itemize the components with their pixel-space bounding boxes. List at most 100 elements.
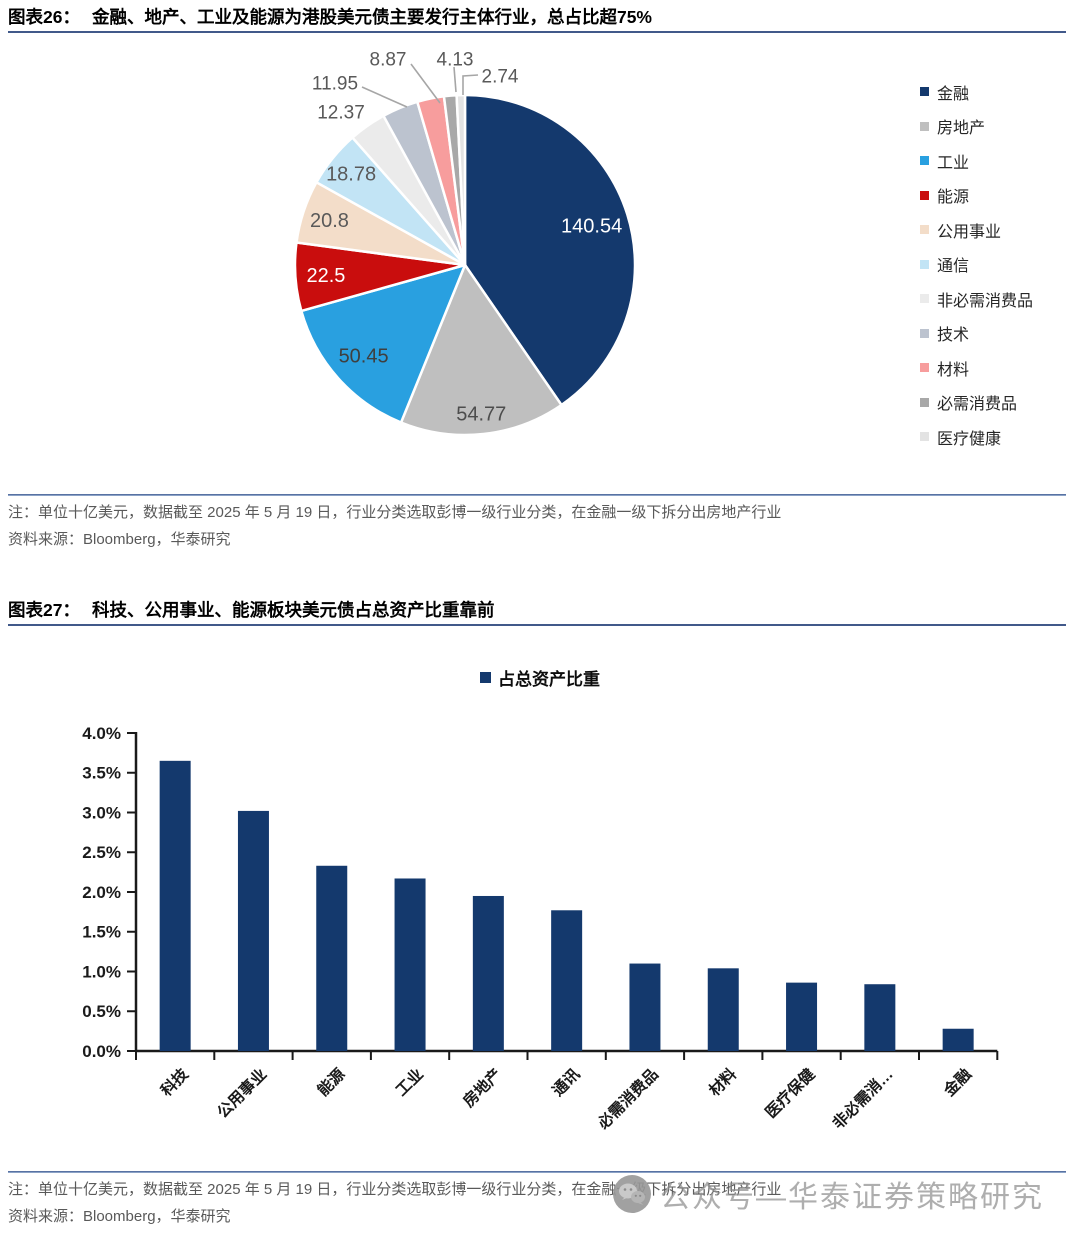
pie-leader-line (453, 66, 457, 93)
figure-26-note: 注：单位十亿美元，数据截至 2025 年 5 月 19 日，行业分类选取彭博一级… (8, 504, 782, 521)
pie-legend: 金融 房地产 工业 能源 公用事业 通信 非必需消费品 技术 材料 必需消费品 医疗健康 (920, 82, 1033, 462)
pie-legend-item-公用事业: 公用事业 (920, 220, 1033, 241)
bar-legend-label: 占总资产比重 (498, 670, 600, 689)
x-category-label: 医疗保健 (761, 1064, 819, 1122)
y-tick-label: 2.0% (82, 883, 121, 902)
legend-label: 通信 (937, 258, 970, 275)
figure-27-note-rule (8, 1171, 1066, 1173)
x-category-label: 工业 (392, 1065, 427, 1100)
pie-value-label: 22.5 (306, 265, 345, 287)
bar-chart: 0.0% 0.5% 1.0% 1.5% 2.0% 2.5% 3.0% 3.5% 4.0% 科技 公用… (82, 724, 999, 1133)
pie-value-label: 2.74 (482, 67, 519, 88)
legend-swatch-icon (920, 363, 929, 372)
y-tick-label: 3.5% (82, 764, 121, 783)
figure-27-title-text: 科技、公用事业、能源板块美元债占总资产比重靠前 (91, 600, 495, 620)
legend-label: 非必需消费品 (937, 292, 1034, 310)
bar-材料 (707, 968, 739, 1051)
x-category-label: 科技 (157, 1064, 193, 1100)
y-tick-label: 4.0% (82, 724, 121, 743)
legend-label: 材料 (937, 361, 970, 379)
x-category-label: 房地产 (459, 1064, 505, 1110)
pie-slice-房地产 (399, 263, 563, 437)
legend-swatch-icon (920, 87, 929, 96)
legend-swatch-icon (920, 397, 929, 407)
x-category-label: 必需消费品 (593, 1064, 662, 1133)
pie-leader-line (462, 74, 479, 95)
pie-value-label: 20.8 (310, 210, 349, 232)
pie-chart: 140.54 54.77 50.45 22.5 20.8 18.78 12.37 11.95 8… (293, 50, 637, 437)
y-tick-label: 0.5% (82, 1002, 121, 1021)
figure-27-note: 注：单位十亿美元，数据截至 2025 年 5 月 19 日，行业分类选取彭博一级… (8, 1181, 782, 1198)
bar-legend: 占总资产比重 (0, 665, 1080, 690)
y-tick-label: 1.5% (82, 923, 121, 942)
figure-27-tag: 图表27： (8, 600, 80, 620)
pie-value-label: 140.54 (561, 216, 622, 238)
x-category-label: 公用事业 (214, 1065, 271, 1122)
legend-swatch-icon (920, 190, 929, 200)
legend-label: 技术 (937, 327, 970, 344)
pie-legend-item-能源: 能源 (920, 186, 1033, 206)
figure-26-title-rule (8, 31, 1066, 33)
figure-26-title-text: 金融、地产、工业及能源为港股美元债主要发行主体行业，总占比超75% (91, 7, 652, 27)
figure-27-title: 图表27： 科技、公用事业、能源板块美元债占总资产比重靠前 (8, 597, 494, 622)
x-category-label: 材料 (705, 1064, 741, 1100)
bar-医疗保健 (786, 982, 818, 1051)
bar-公用事业 (237, 810, 269, 1051)
legend-label: 公用事业 (937, 223, 1002, 241)
pie-slice-金融 (463, 93, 637, 407)
bar-legend-swatch (480, 672, 491, 683)
x-category-label: 通讯 (549, 1065, 584, 1100)
legend-label: 工业 (937, 154, 970, 172)
pie-legend-item-金融: 金融 (920, 82, 1033, 103)
pie-leader-line (410, 63, 441, 104)
bar-通讯 (551, 910, 583, 1051)
pie-legend-item-房地产: 房地产 (920, 117, 1033, 137)
bar-房地产 (472, 895, 504, 1051)
bar-非必需消… (864, 984, 896, 1051)
legend-label: 金融 (937, 85, 970, 103)
pie-value-label: 50.45 (339, 346, 389, 368)
pie-slice-医疗健康 (455, 93, 467, 267)
x-category-label: 能源 (313, 1064, 349, 1100)
figure-26-tag: 图表26： (8, 7, 80, 27)
pie-legend-item-技术: 技术 (920, 324, 1033, 344)
y-tick-label: 3.0% (82, 803, 121, 822)
pie-value-label: 18.78 (326, 163, 376, 185)
bar-科技 (159, 760, 191, 1051)
pie-value-label: 8.87 (370, 50, 407, 71)
legend-label: 房地产 (937, 120, 986, 137)
pie-slice-工业 (300, 263, 467, 424)
pie-chart-area: 140.54 54.77 50.45 22.5 20.8 18.78 12.37 11.95 8… (0, 45, 1080, 495)
legend-swatch-icon (920, 156, 929, 165)
legend-swatch-icon (920, 294, 929, 303)
y-tick-label: 0.0% (82, 1042, 121, 1061)
legend-label: 医疗健康 (937, 430, 1002, 448)
bar-工业 (394, 878, 426, 1051)
legend-swatch-icon (920, 259, 929, 269)
pie-legend-item-工业: 工业 (920, 151, 1033, 172)
bar-必需消费品 (629, 963, 661, 1051)
pie-legend-item-通信: 通信 (920, 255, 1033, 275)
pie-value-label: 11.95 (312, 74, 358, 95)
x-category-label: 金融 (939, 1064, 975, 1100)
figure-26-source: 资料来源：Bloomberg，华泰研究 (8, 531, 231, 548)
bar-能源 (316, 865, 348, 1051)
pie-value-label: 12.37 (317, 103, 365, 124)
legend-swatch-icon (920, 328, 929, 338)
figure-26-note-rule (8, 494, 1066, 496)
pie-value-label: 54.77 (456, 404, 506, 426)
figure-26-title: 图表26： 金融、地产、工业及能源为港股美元债主要发行主体行业，总占比超75% (8, 4, 652, 29)
pie-legend-item-非必需消费品: 非必需消费品 (920, 289, 1034, 310)
legend-swatch-icon (920, 225, 929, 234)
legend-label: 能源 (937, 189, 970, 206)
figure-27-source: 资料来源：Bloomberg，华泰研究 (8, 1208, 231, 1225)
pie-value-label: 4.13 (437, 50, 474, 71)
figure-27-title-rule (8, 624, 1066, 626)
pie-leader-line (361, 86, 408, 108)
bar-金融 (942, 1028, 974, 1051)
pie-legend-item-医疗健康: 医疗健康 (920, 427, 1033, 448)
y-tick-label: 2.5% (82, 843, 121, 862)
y-tick-label: 1.0% (82, 962, 121, 981)
legend-swatch-icon (920, 432, 929, 441)
